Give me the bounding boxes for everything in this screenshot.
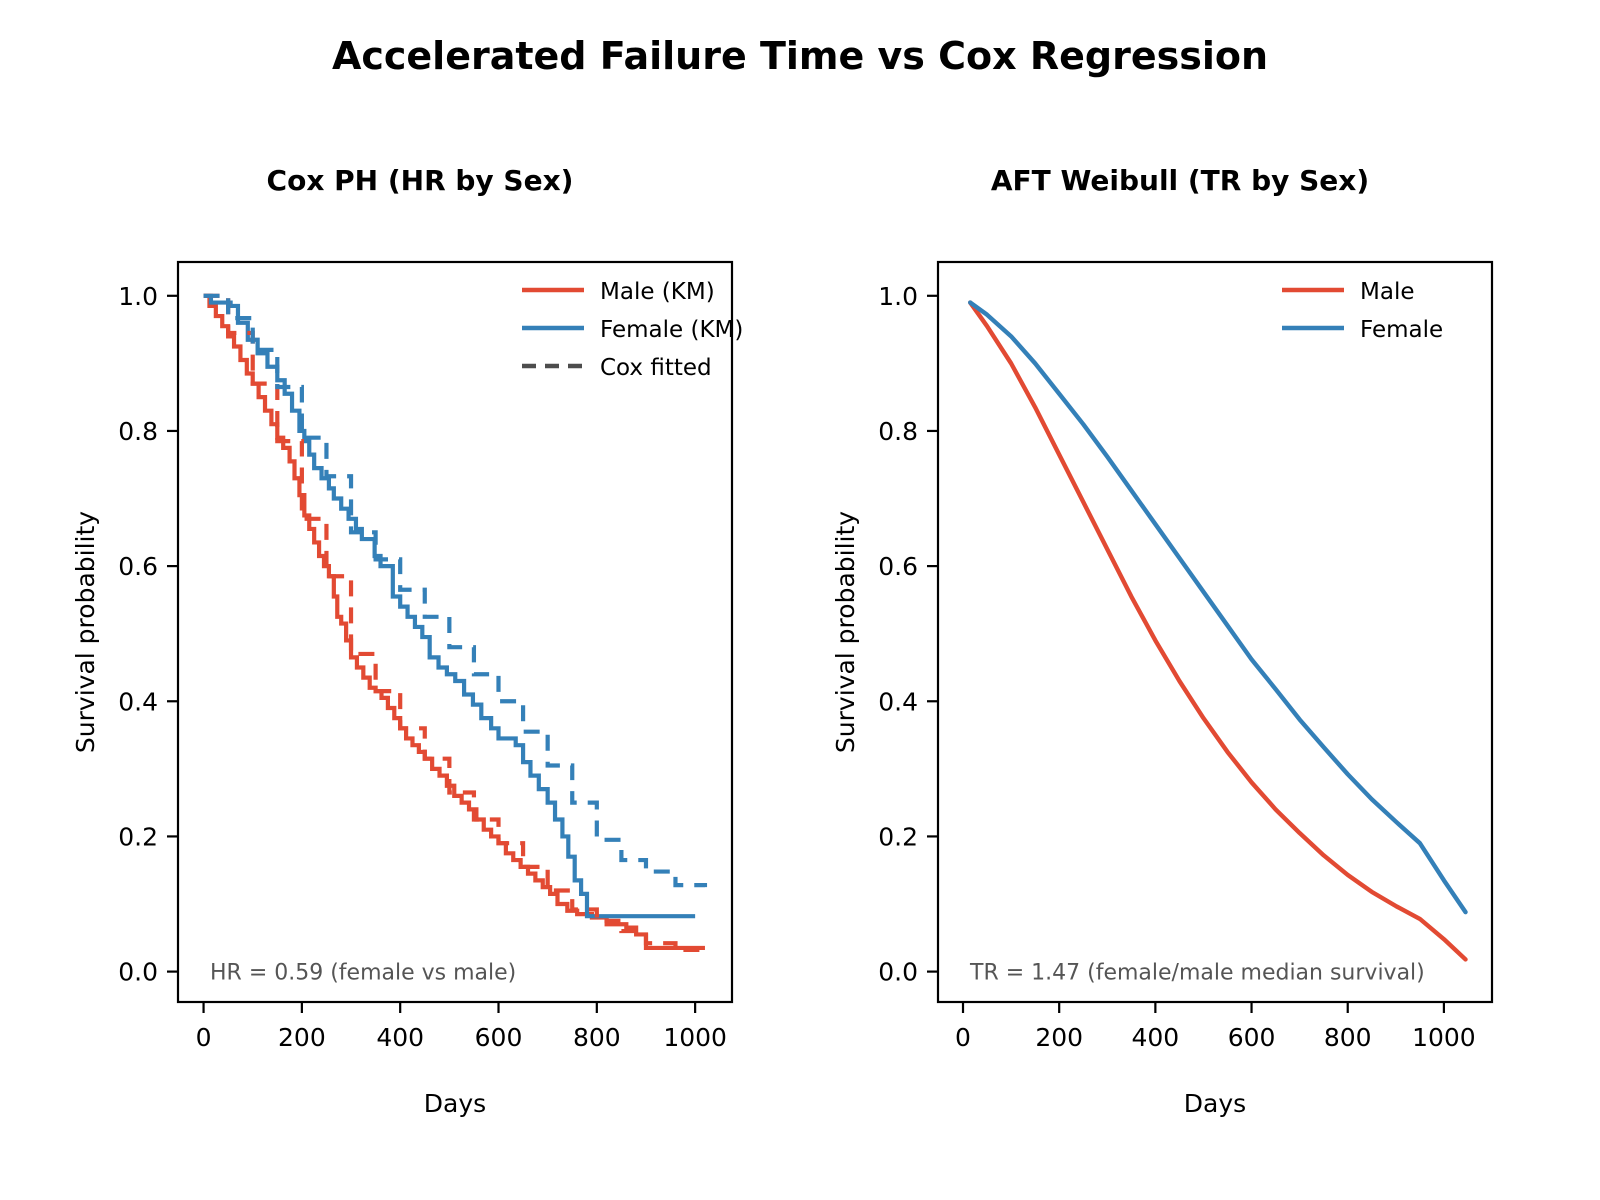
- panel-annotation: TR = 1.47 (female/male median survival): [969, 961, 1425, 986]
- x-tick-label: 800: [573, 1023, 621, 1052]
- legend-label[interactable]: Male: [1360, 279, 1414, 305]
- x-tick-label: 400: [376, 1023, 424, 1052]
- x-tick-label: 600: [1228, 1023, 1276, 1052]
- panel-cox-ph: Cox PH (HR by Sex) 0 200 400 600 800 1000 0.0 0…: [60, 150, 780, 1150]
- panel-left-title: Cox PH (HR by Sex): [266, 164, 574, 197]
- x-axis-label: Days: [1184, 1089, 1246, 1118]
- x-tick-label: 200: [278, 1023, 326, 1052]
- series-line-female-km: [203, 293, 696, 919]
- y-tick-label: 0.2: [118, 822, 158, 851]
- y-tick-label: 0.6: [118, 552, 158, 581]
- x-tick-label: 0: [196, 1023, 212, 1052]
- y-tick-label: 0.2: [878, 822, 918, 851]
- x-tick-label: 1000: [1412, 1023, 1476, 1052]
- plot-area-left: 0 200 400 600 800 1000 0.0 0.2 0.4 0.6 0.8 1.0 Days S…: [71, 260, 743, 1118]
- x-tick-label: 200: [1035, 1023, 1083, 1052]
- figure-title: Accelerated Failure Time vs Cox Regressi…: [331, 34, 1269, 78]
- series-line-male: [968, 300, 1468, 962]
- x-axis-label: Days: [424, 1089, 486, 1118]
- x-tick-label: 600: [475, 1023, 523, 1052]
- y-tick-label: 0.4: [878, 687, 918, 716]
- legend-label[interactable]: Female: [1360, 317, 1443, 343]
- y-tick-label: 1.0: [878, 282, 918, 311]
- legend-label[interactable]: Male (KM): [600, 279, 715, 305]
- y-tick-label: 0.6: [878, 552, 918, 581]
- series-line-female: [968, 300, 1468, 915]
- x-tick-label: 1000: [663, 1023, 727, 1052]
- plot-area-right: 0 200 400 600 800 1000 0.0 0.2 0.4 0.6 0.8 1.0 Days S…: [831, 260, 1494, 1118]
- axes-frame: [936, 260, 1494, 1004]
- y-tick-label: 0.0: [878, 958, 918, 987]
- series-line-cox-fitted-male: [203, 293, 705, 953]
- y-tick-label: 0.4: [118, 687, 158, 716]
- y-tick-label: 0.8: [878, 417, 918, 446]
- y-tick-label: 0.0: [118, 958, 158, 987]
- panel-annotation: HR = 0.59 (female vs male): [210, 961, 516, 986]
- y-tick-label: 0.8: [118, 417, 158, 446]
- x-tick-label: 800: [1324, 1023, 1372, 1052]
- series-line-cox-fitted-female: [203, 293, 708, 888]
- legend-label[interactable]: Cox fitted: [600, 355, 712, 381]
- panel-right-title: AFT Weibull (TR by Sex): [990, 164, 1370, 197]
- series-line-male-km: [203, 293, 705, 951]
- legend-label[interactable]: Female (KM): [600, 317, 743, 343]
- axes-frame: [176, 260, 734, 1004]
- y-tick-label: 1.0: [118, 282, 158, 311]
- x-tick-label: 400: [1132, 1023, 1180, 1052]
- x-tick-label: 0: [955, 1023, 971, 1052]
- panel-aft-weibull: AFT Weibull (TR by Sex) 0 200 400 600 800 100…: [820, 150, 1540, 1150]
- y-axis-label: Survival probability: [831, 511, 860, 753]
- y-axis-label: Survival probability: [71, 511, 100, 753]
